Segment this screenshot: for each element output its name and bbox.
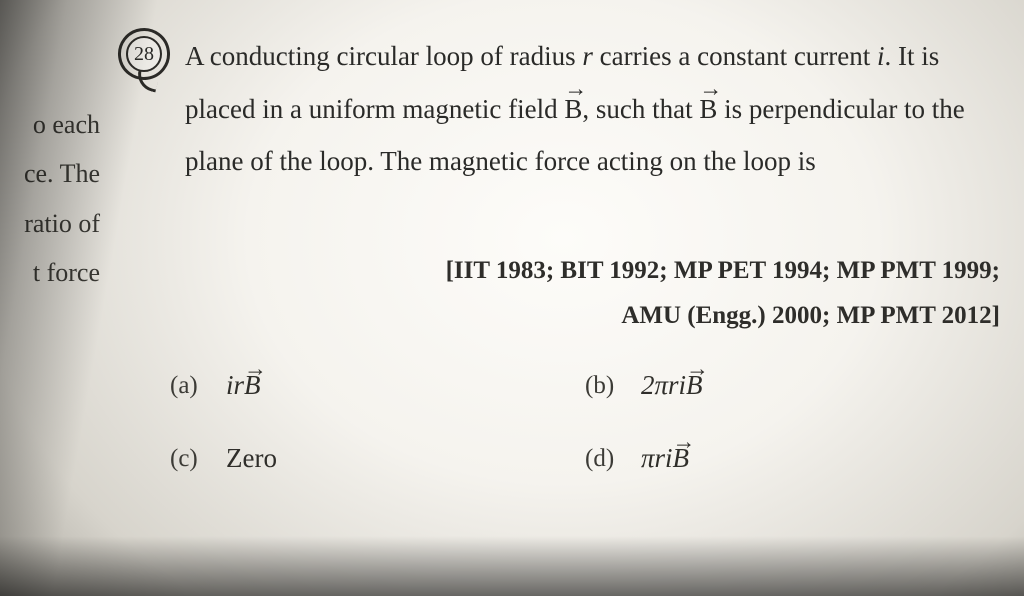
sliver-line: o each — [0, 100, 104, 149]
vector-B: B — [673, 443, 690, 474]
vector-B: B — [564, 83, 582, 136]
option-c: (c) Zero — [170, 443, 585, 474]
vector-B: B — [244, 370, 261, 401]
page-bottom-shadow — [0, 536, 1024, 596]
option-expr: Zero — [226, 443, 277, 474]
source-citation: [IIT 1983; BIT 1992; MP PET 1994; MP PMT… — [232, 248, 1000, 338]
answer-options: (a) irB (b) 2πriB (c) Zero (d) πriB — [170, 370, 1000, 516]
question-number-badge: 28 — [118, 28, 170, 84]
option-expr: 2πri — [641, 370, 686, 400]
option-label: (d) — [585, 445, 625, 473]
variable-r: r — [582, 41, 593, 71]
option-d: (d) πriB — [585, 443, 1000, 474]
source-line: AMU (Engg.) 2000; MP PMT 2012] — [232, 293, 1000, 338]
option-b: (b) 2πriB — [585, 370, 1000, 401]
option-label: (c) — [170, 445, 210, 473]
option-label: (b) — [585, 372, 625, 400]
option-a: (a) irB — [170, 370, 585, 401]
source-line: [IIT 1983; BIT 1992; MP PET 1994; MP PMT… — [232, 248, 1000, 293]
prev-page-text-sliver: o each ce. The ratio of t force — [0, 0, 104, 596]
option-expr: ir — [226, 370, 244, 400]
sliver-line: ratio of — [0, 199, 104, 248]
option-expr: πri — [641, 443, 673, 473]
vector-B: B — [686, 370, 703, 401]
sliver-line: t force — [0, 248, 104, 297]
vector-B: B — [699, 83, 717, 136]
question-fragment: , such that — [582, 94, 699, 124]
variable-i: i — [877, 41, 885, 71]
question-number: 28 — [118, 28, 170, 80]
question-text: A conducting circular loop of radius r c… — [185, 30, 1000, 188]
question-fragment: A conducting circular loop of radius — [185, 41, 582, 71]
question-fragment: carries a constant current — [593, 41, 877, 71]
option-label: (a) — [170, 372, 210, 400]
sliver-line: ce. The — [0, 149, 104, 198]
